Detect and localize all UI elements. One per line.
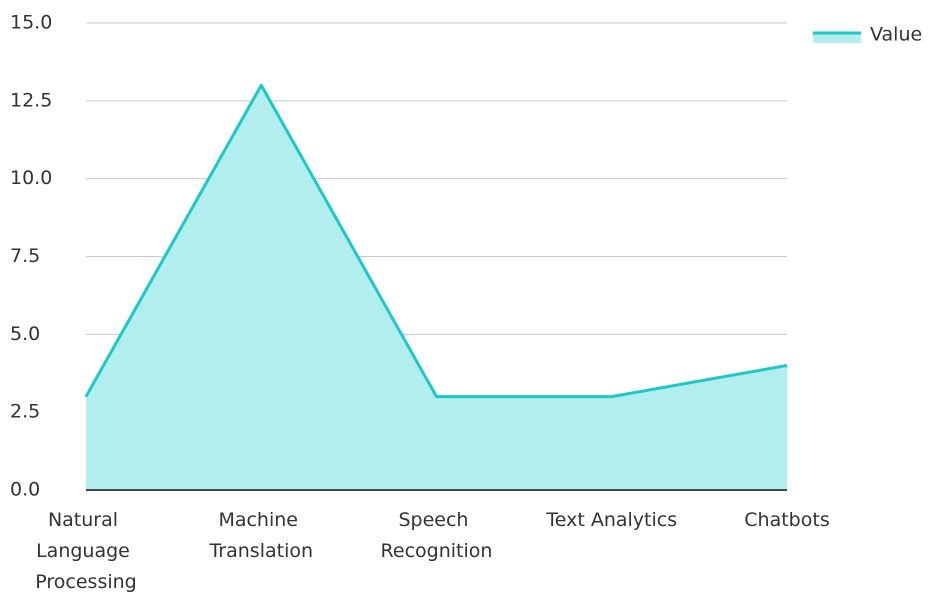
y-tick-label: 0.0 <box>10 479 40 501</box>
area <box>86 85 787 491</box>
y-tick-label: 10.0 <box>10 167 52 189</box>
legend-label: Value <box>870 24 922 46</box>
y-tick-label: 5.0 <box>10 323 40 345</box>
x-tick-label: Text Analytics <box>545 509 677 531</box>
line <box>84 83 788 399</box>
y-tick-label: 2.5 <box>10 401 40 423</box>
y-tick-label: 7.5 <box>10 245 40 267</box>
legend-swatch <box>813 33 861 43</box>
x-tick-label: Natural Language Processing <box>35 509 136 593</box>
y-tick-label: 15.0 <box>10 12 52 34</box>
x-tick-label: Chatbots <box>744 509 829 531</box>
x-tick-label: Machine Translation <box>208 509 313 562</box>
x-tick-label: Speech Recognition <box>381 509 493 562</box>
y-tick-label: 12.5 <box>10 89 52 111</box>
